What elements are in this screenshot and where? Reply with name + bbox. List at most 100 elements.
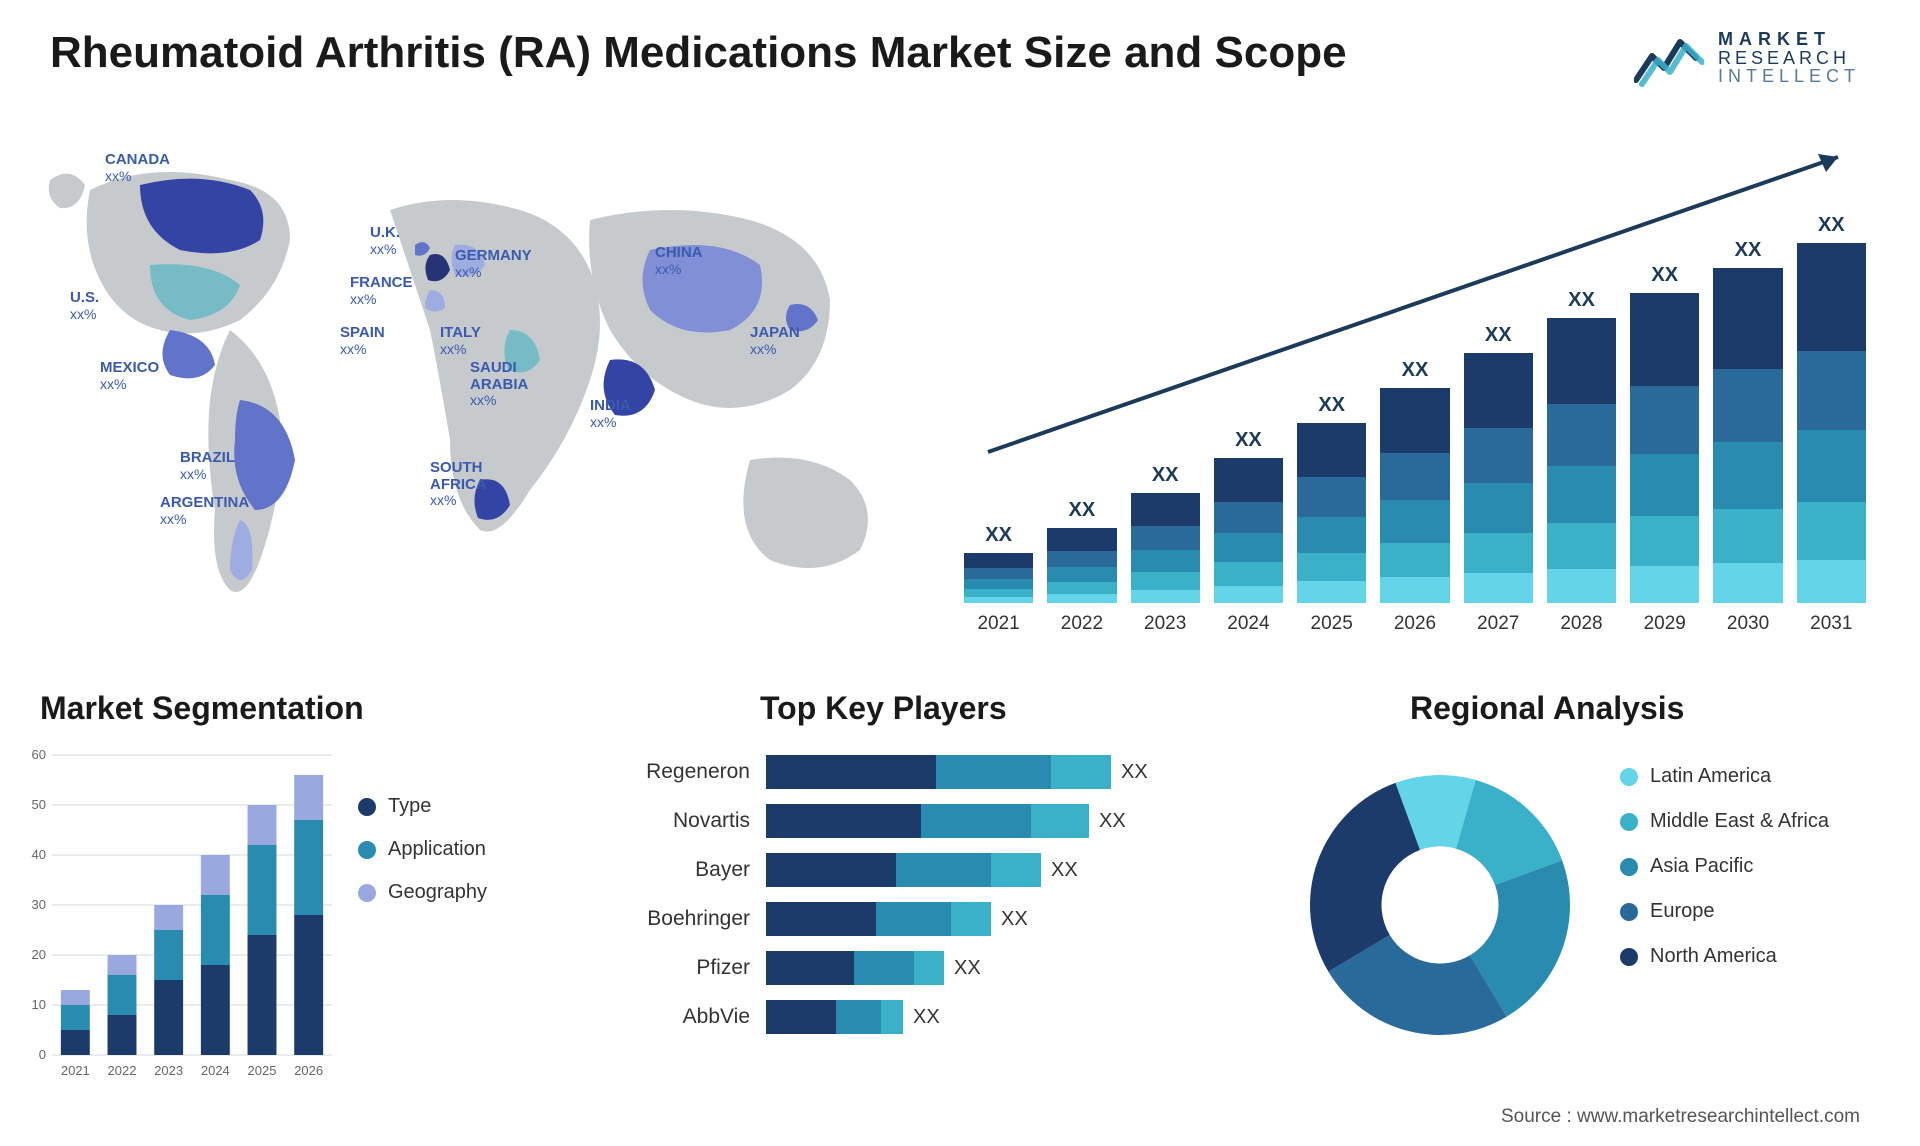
- legend-label: Type: [388, 795, 431, 818]
- growth-year-label: 2024: [1214, 613, 1283, 635]
- map-label-u-s-: U.S.xx%: [70, 290, 99, 323]
- player-bar: [766, 755, 1111, 789]
- growth-bar-label: XX: [1485, 324, 1512, 347]
- player-value: XX: [1051, 859, 1078, 882]
- growth-bar-2025: XX: [1297, 394, 1366, 603]
- svg-text:0: 0: [39, 1047, 46, 1062]
- growth-bar-2024: XX: [1214, 429, 1283, 603]
- player-row-abbvie: AbbVieXX: [590, 1000, 1270, 1034]
- legend-label: North America: [1650, 945, 1777, 968]
- map-label-brazil: BRAZILxx%: [180, 450, 235, 483]
- growth-bar-2021: XX: [964, 524, 1033, 603]
- player-bar: [766, 804, 1089, 838]
- regional-donut-chart: [1290, 755, 1590, 1055]
- svg-text:50: 50: [32, 797, 46, 812]
- player-row-bayer: Bayer XX: [590, 853, 1270, 887]
- legend-dot-icon: [1620, 903, 1638, 921]
- growth-year-label: 2023: [1131, 613, 1200, 635]
- player-bar: [766, 853, 1041, 887]
- player-name: Bayer: [590, 858, 750, 882]
- segmentation-section: 0102030405060202120222023202420252026 Ty…: [18, 735, 538, 1095]
- svg-text:2022: 2022: [108, 1063, 137, 1078]
- growth-bar-label: XX: [1651, 264, 1678, 287]
- region-legend-latin-america: Latin America: [1620, 765, 1829, 788]
- svg-text:2023: 2023: [154, 1063, 183, 1078]
- regional-title: Regional Analysis: [1410, 690, 1684, 727]
- legend-dot-icon: [1620, 813, 1638, 831]
- map-label-germany: GERMANYxx%: [455, 248, 532, 281]
- growth-year-label: 2021: [964, 613, 1033, 635]
- growth-year-label: 2026: [1380, 613, 1449, 635]
- svg-text:60: 60: [32, 747, 46, 762]
- logo-text-1: MARKET: [1718, 30, 1860, 49]
- growth-bar-label: XX: [1318, 394, 1345, 417]
- region-legend-asia-pacific: Asia Pacific: [1620, 855, 1829, 878]
- segmentation-legend: Type Application Geography: [358, 795, 487, 904]
- source-attribution: Source : www.marketresearchintellect.com: [1501, 1106, 1860, 1128]
- growth-bar-label: XX: [1235, 429, 1262, 452]
- player-bar: [766, 1000, 903, 1034]
- legend-label: Middle East & Africa: [1650, 810, 1829, 833]
- segmentation-chart: 0102030405060202120222023202420252026: [18, 745, 338, 1085]
- growth-bar-label: XX: [985, 524, 1012, 547]
- map-label-argentina: ARGENTINAxx%: [160, 495, 249, 528]
- map-label-france: FRANCExx%: [350, 275, 413, 308]
- logo-text-3: INTELLECT: [1718, 67, 1860, 86]
- player-name: Boehringer: [590, 907, 750, 931]
- logo-text-2: RESEARCH: [1718, 49, 1860, 68]
- logo-mark-icon: [1634, 28, 1704, 88]
- player-bar: [766, 902, 991, 936]
- legend-label: Application: [388, 838, 486, 861]
- player-bar: [766, 951, 944, 985]
- growth-bar-label: XX: [1402, 359, 1429, 382]
- growth-year-label: 2027: [1464, 613, 1533, 635]
- growth-year-label: 2028: [1547, 613, 1616, 635]
- legend-dot-icon: [1620, 948, 1638, 966]
- legend-item-geography: Geography: [358, 881, 487, 904]
- player-row-boehringer: Boehringer XX: [590, 902, 1270, 936]
- growth-bar-2029: XX: [1630, 264, 1699, 603]
- svg-text:40: 40: [32, 847, 46, 862]
- growth-bar-label: XX: [1818, 214, 1845, 237]
- svg-text:2021: 2021: [61, 1063, 90, 1078]
- world-map: CANADAxx%U.S.xx%MEXICOxx%BRAZILxx%ARGENT…: [30, 130, 930, 650]
- map-label-south-africa: SOUTHAFRICAxx%: [430, 460, 487, 510]
- player-value: XX: [1099, 810, 1126, 833]
- svg-text:2024: 2024: [201, 1063, 230, 1078]
- region-legend-north-america: North America: [1620, 945, 1829, 968]
- player-name: Pfizer: [590, 956, 750, 980]
- player-name: Regeneron: [590, 760, 750, 784]
- player-value: XX: [1001, 908, 1028, 931]
- player-row-regeneron: Regeneron XX: [590, 755, 1270, 789]
- map-label-italy: ITALYxx%: [440, 325, 481, 358]
- legend-label: Latin America: [1650, 765, 1771, 788]
- growth-year-label: 2022: [1047, 613, 1116, 635]
- segmentation-title: Market Segmentation: [40, 690, 364, 727]
- player-value: XX: [913, 1006, 940, 1029]
- map-label-mexico: MEXICOxx%: [100, 360, 159, 393]
- region-legend-europe: Europe: [1620, 900, 1829, 923]
- player-value: XX: [1121, 761, 1148, 784]
- map-label-japan: JAPANxx%: [750, 325, 800, 358]
- growth-year-label: 2030: [1713, 613, 1782, 635]
- growth-year-label: 2025: [1297, 613, 1366, 635]
- legend-label: Asia Pacific: [1650, 855, 1753, 878]
- svg-text:2026: 2026: [294, 1063, 323, 1078]
- player-value: XX: [954, 957, 981, 980]
- growth-bar-2031: XX: [1797, 214, 1866, 603]
- growth-bar-label: XX: [1568, 289, 1595, 312]
- region-legend-middle-east-africa: Middle East & Africa: [1620, 810, 1829, 833]
- growth-year-label: 2031: [1797, 613, 1866, 635]
- map-label-china: CHINAxx%: [655, 245, 703, 278]
- svg-text:2025: 2025: [248, 1063, 277, 1078]
- legend-dot-icon: [1620, 768, 1638, 786]
- player-row-pfizer: Pfizer XX: [590, 951, 1270, 985]
- regional-section: Latin America Middle East & Africa Asia Pa…: [1290, 735, 1910, 1105]
- legend-dot-icon: [358, 841, 376, 859]
- legend-label: Europe: [1650, 900, 1715, 923]
- players-title: Top Key Players: [760, 690, 1007, 727]
- legend-item-type: Type: [358, 795, 487, 818]
- player-name: Novartis: [590, 809, 750, 833]
- regional-legend: Latin America Middle East & Africa Asia Pa…: [1620, 765, 1829, 968]
- map-label-u-k-: U.K.xx%: [370, 225, 400, 258]
